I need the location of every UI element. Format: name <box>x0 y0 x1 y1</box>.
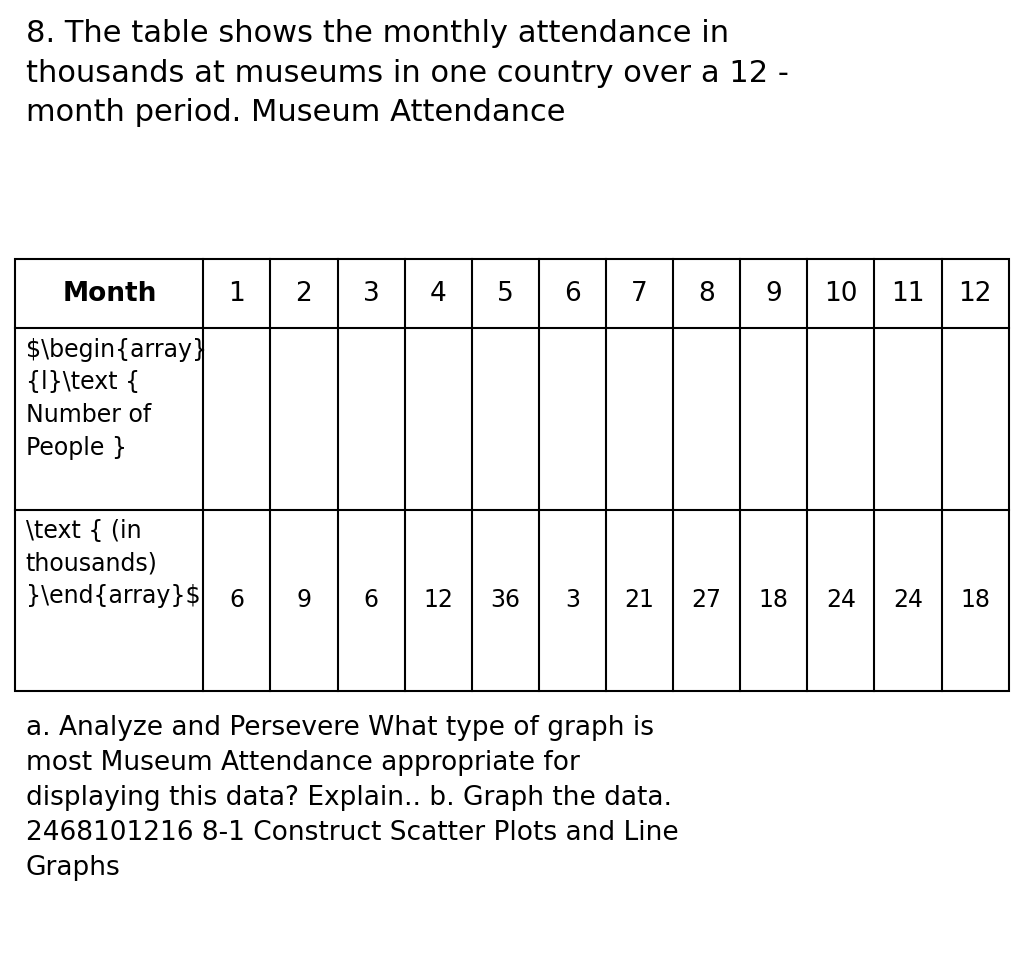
Text: 21: 21 <box>625 588 654 612</box>
Text: 3: 3 <box>362 280 380 307</box>
Text: Month: Month <box>62 280 157 307</box>
Text: 10: 10 <box>824 280 858 307</box>
Text: 27: 27 <box>691 588 722 612</box>
Text: \text { (in
thousands)
}\end{array}$: \text { (in thousands) }\end{array}$ <box>26 519 201 609</box>
Text: 24: 24 <box>893 588 923 612</box>
Text: 9: 9 <box>765 280 782 307</box>
Text: $\begin{array}
{l}\text {
Number of
People }: $\begin{array} {l}\text { Number of Peop… <box>26 338 207 460</box>
Text: 2: 2 <box>296 280 312 307</box>
Text: 11: 11 <box>891 280 925 307</box>
Text: 18: 18 <box>961 588 990 612</box>
Text: 7: 7 <box>631 280 648 307</box>
Text: a. Analyze and Persevere What type of graph is
most Museum Attendance appropriat: a. Analyze and Persevere What type of gr… <box>26 715 678 881</box>
Text: 18: 18 <box>759 588 788 612</box>
Text: 9: 9 <box>297 588 311 612</box>
Text: 24: 24 <box>826 588 856 612</box>
Text: 36: 36 <box>490 588 520 612</box>
Text: 8. The table shows the monthly attendance in
thousands at museums in one country: 8. The table shows the monthly attendanc… <box>26 19 788 127</box>
Text: 8: 8 <box>698 280 715 307</box>
Text: 6: 6 <box>564 280 581 307</box>
Text: 1: 1 <box>228 280 245 307</box>
Text: 4: 4 <box>430 280 446 307</box>
Bar <box>15 259 1009 691</box>
Text: 12: 12 <box>958 280 992 307</box>
Text: 6: 6 <box>229 588 245 612</box>
Text: 6: 6 <box>364 588 379 612</box>
Text: 5: 5 <box>497 280 514 307</box>
Text: 3: 3 <box>565 588 580 612</box>
Text: 12: 12 <box>423 588 453 612</box>
